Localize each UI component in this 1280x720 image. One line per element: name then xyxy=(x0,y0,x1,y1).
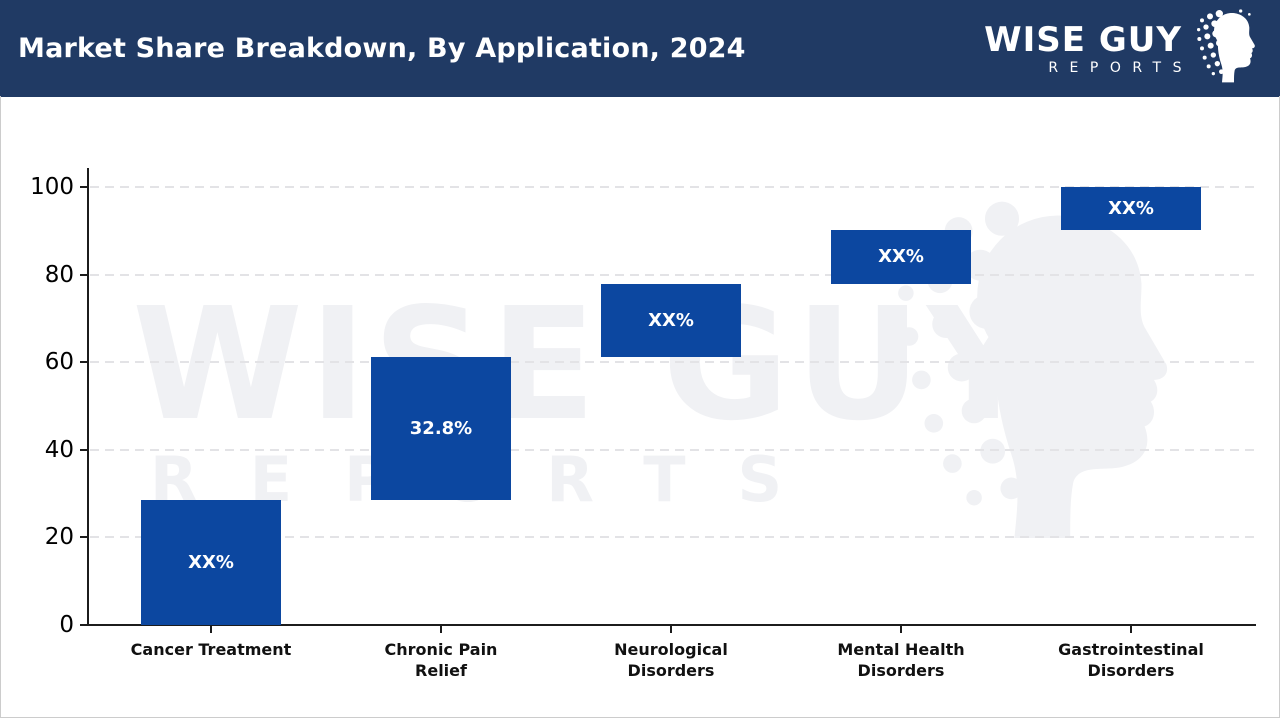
bar-value-label: XX% xyxy=(878,246,924,268)
bar-segment: 32.8% xyxy=(371,356,511,501)
gridline xyxy=(90,186,1254,188)
brand-subtitle: REPORTS xyxy=(1048,60,1193,76)
x-axis-tick xyxy=(900,626,902,633)
x-axis-label: Neurological Disorders xyxy=(614,640,728,680)
y-axis-tick-label: 60 xyxy=(44,349,74,376)
y-axis-line xyxy=(87,168,89,626)
bar-value-label: XX% xyxy=(1108,197,1154,219)
x-axis-line xyxy=(87,624,1256,626)
brand-logo: WISE GUY REPORTS xyxy=(984,8,1266,90)
gridline xyxy=(90,361,1254,364)
y-axis-tick xyxy=(80,361,88,364)
y-axis-tick xyxy=(80,186,88,188)
bar-value-label: 32.8% xyxy=(409,417,473,439)
x-axis-tick xyxy=(440,626,442,633)
y-axis-tick-label: 0 xyxy=(59,612,74,638)
x-axis-tick xyxy=(210,626,212,633)
x-axis-label: Mental Health Disorders xyxy=(837,640,965,680)
gridline xyxy=(90,448,1254,451)
x-axis-tick xyxy=(1130,626,1132,633)
bar-value-label: XX% xyxy=(648,309,694,331)
y-axis-tick-label: 20 xyxy=(44,524,74,551)
y-axis-tick-label: 40 xyxy=(44,436,74,463)
brand-head-icon xyxy=(1197,9,1255,83)
x-axis-label: Cancer Treatment xyxy=(130,640,292,659)
bar-segment: XX% xyxy=(831,229,971,284)
gridline xyxy=(90,273,1254,276)
y-axis-tick xyxy=(80,448,88,451)
y-axis-tick-label: 100 xyxy=(30,174,74,200)
bar-segment: XX% xyxy=(601,283,741,357)
y-axis-tick xyxy=(80,624,88,626)
gridline xyxy=(90,536,1254,539)
chart-title: Market Share Breakdown, By Application, … xyxy=(18,33,746,64)
brand-logo-text: WISE GUY REPORTS xyxy=(984,22,1182,76)
x-axis-label: Gastrointestinal Disorders xyxy=(1058,640,1204,680)
x-axis-label: Chronic Pain Relief xyxy=(384,640,498,680)
bar-segment: XX% xyxy=(141,500,281,625)
header-bar: Market Share Breakdown, By Application, … xyxy=(0,0,1280,97)
bar-segment: XX% xyxy=(1061,187,1201,230)
y-axis-tick xyxy=(80,536,88,539)
brand-name: WISE GUY xyxy=(984,20,1182,60)
y-axis-tick xyxy=(80,273,88,276)
x-axis-tick xyxy=(670,626,672,633)
bar-value-label: XX% xyxy=(188,552,234,574)
y-axis-tick-label: 80 xyxy=(44,261,74,288)
